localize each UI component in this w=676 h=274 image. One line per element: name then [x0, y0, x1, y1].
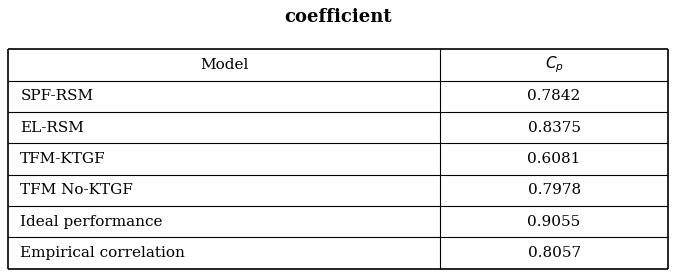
Text: TFM-KTGF: TFM-KTGF [20, 152, 106, 166]
Text: Model: Model [200, 58, 248, 72]
Text: 0.6081: 0.6081 [527, 152, 581, 166]
Text: $\mathit{C}_p$: $\mathit{C}_p$ [545, 55, 564, 75]
Text: 0.8375: 0.8375 [527, 121, 581, 135]
Text: 0.9055: 0.9055 [527, 215, 581, 229]
Text: TFM No-KTGF: TFM No-KTGF [20, 183, 133, 197]
Text: 0.8057: 0.8057 [527, 246, 581, 260]
Text: Empirical correlation: Empirical correlation [20, 246, 185, 260]
Text: EL-RSM: EL-RSM [20, 121, 84, 135]
Text: coefficient: coefficient [284, 8, 392, 26]
Text: Ideal performance: Ideal performance [20, 215, 163, 229]
Text: 0.7842: 0.7842 [527, 89, 581, 103]
Text: 0.7978: 0.7978 [527, 183, 581, 197]
Text: SPF-RSM: SPF-RSM [20, 89, 93, 103]
